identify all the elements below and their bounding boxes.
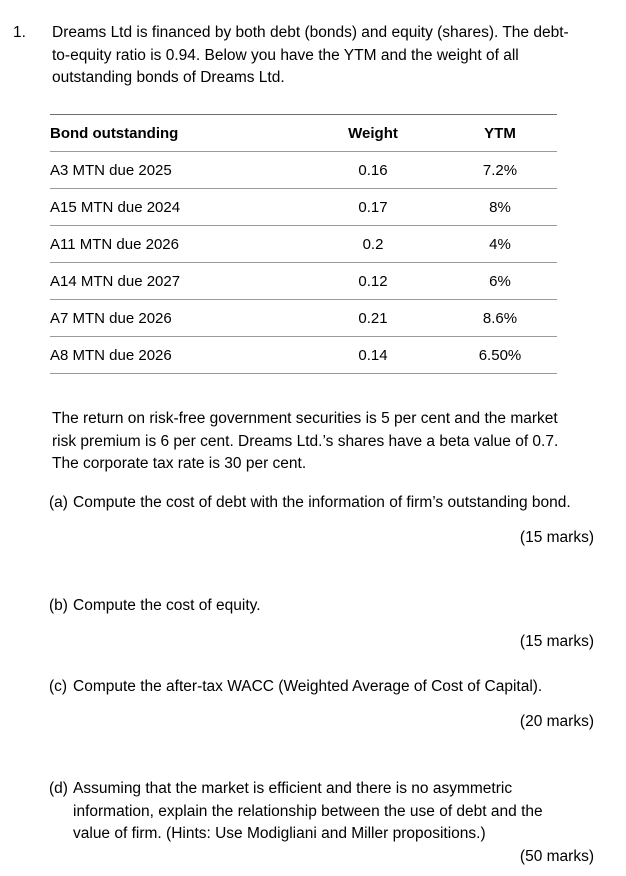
cell-bond-name: A15 MTN due 2024 [50, 188, 303, 226]
cell-bond-ytm: 8% [443, 188, 557, 226]
part-a-marks: (15 marks) [519, 528, 594, 546]
risk-free-rate-paragraph: The return on risk-free government secur… [52, 410, 559, 472]
part-a-label: (a) [49, 494, 68, 511]
cell-bond-weight: 0.21 [303, 299, 443, 337]
table-row: A15 MTN due 2024 0.17 8% [50, 188, 557, 226]
bond-table-container: Bond outstanding Weight YTM A3 MTN due 2… [50, 114, 557, 374]
bond-outstanding-table: Bond outstanding Weight YTM A3 MTN due 2… [50, 114, 557, 374]
part-c-label: (c) [49, 678, 68, 695]
part-b-marks: (15 marks) [519, 632, 594, 650]
cell-bond-weight: 0.17 [303, 188, 443, 226]
part-d-text: Assuming that the market is efficient an… [73, 780, 543, 842]
cell-bond-weight: 0.12 [303, 262, 443, 300]
table-row: A8 MTN due 2026 0.14 6.50% [50, 336, 557, 374]
part-c-body: (c) Compute the after-tax WACC (Weighted… [49, 676, 573, 699]
column-header-ytm: YTM [443, 114, 557, 152]
cell-bond-ytm: 6.50% [443, 336, 557, 374]
question-part-d: (d) Assuming that the market is efficien… [49, 778, 594, 868]
question-part-c: (c) Compute the after-tax WACC (Weighted… [49, 676, 594, 733]
cell-bond-name: A8 MTN due 2026 [50, 336, 303, 374]
cell-bond-name: A7 MTN due 2026 [50, 299, 303, 337]
cell-bond-ytm: 4% [443, 225, 557, 263]
column-header-bond-outstanding: Bond outstanding [50, 114, 303, 152]
question-number: 1. [13, 24, 26, 41]
cell-bond-ytm: 8.6% [443, 299, 557, 337]
question-1-block: 1. Dreams Ltd is financed by both debt (… [0, 22, 626, 90]
table-row: A3 MTN due 2025 0.16 7.2% [50, 151, 557, 189]
question-intro-text: Dreams Ltd is financed by both debt (bon… [52, 24, 569, 86]
table-header-row: Bond outstanding Weight YTM [50, 114, 557, 152]
cell-bond-weight: 0.2 [303, 225, 443, 263]
cell-bond-name: A11 MTN due 2026 [50, 225, 303, 263]
part-a-text: Compute the cost of debt with the inform… [73, 494, 571, 511]
table-row: A7 MTN due 2026 0.21 8.6% [50, 299, 557, 337]
part-c-marks: (20 marks) [519, 712, 594, 730]
part-b-body: (b) Compute the cost of equity. [49, 595, 573, 618]
cell-bond-name: A3 MTN due 2025 [50, 151, 303, 189]
cell-bond-name: A14 MTN due 2027 [50, 262, 303, 300]
cell-bond-ytm: 7.2% [443, 151, 557, 189]
table-body: A3 MTN due 2025 0.16 7.2% A15 MTN due 20… [50, 151, 557, 374]
question-part-a: (a) Compute the cost of debt with the in… [49, 492, 594, 549]
cell-bond-weight: 0.14 [303, 336, 443, 374]
cell-bond-weight: 0.16 [303, 151, 443, 189]
part-a-body: (a) Compute the cost of debt with the in… [49, 492, 573, 515]
table-header: Bond outstanding Weight YTM [50, 114, 557, 152]
table-row: A11 MTN due 2026 0.2 4% [50, 225, 557, 263]
part-b-label: (b) [49, 597, 68, 614]
part-b-text: Compute the cost of equity. [73, 597, 261, 614]
part-d-body: (d) Assuming that the market is efficien… [49, 778, 573, 846]
part-d-label: (d) [49, 780, 68, 797]
cell-bond-ytm: 6% [443, 262, 557, 300]
part-c-text: Compute the after-tax WACC (Weighted Ave… [73, 678, 543, 695]
column-header-weight: Weight [303, 114, 443, 152]
part-d-marks: (50 marks) [519, 847, 594, 865]
table-row: A14 MTN due 2027 0.12 6% [50, 262, 557, 300]
question-part-b: (b) Compute the cost of equity. (15 mark… [49, 595, 594, 653]
